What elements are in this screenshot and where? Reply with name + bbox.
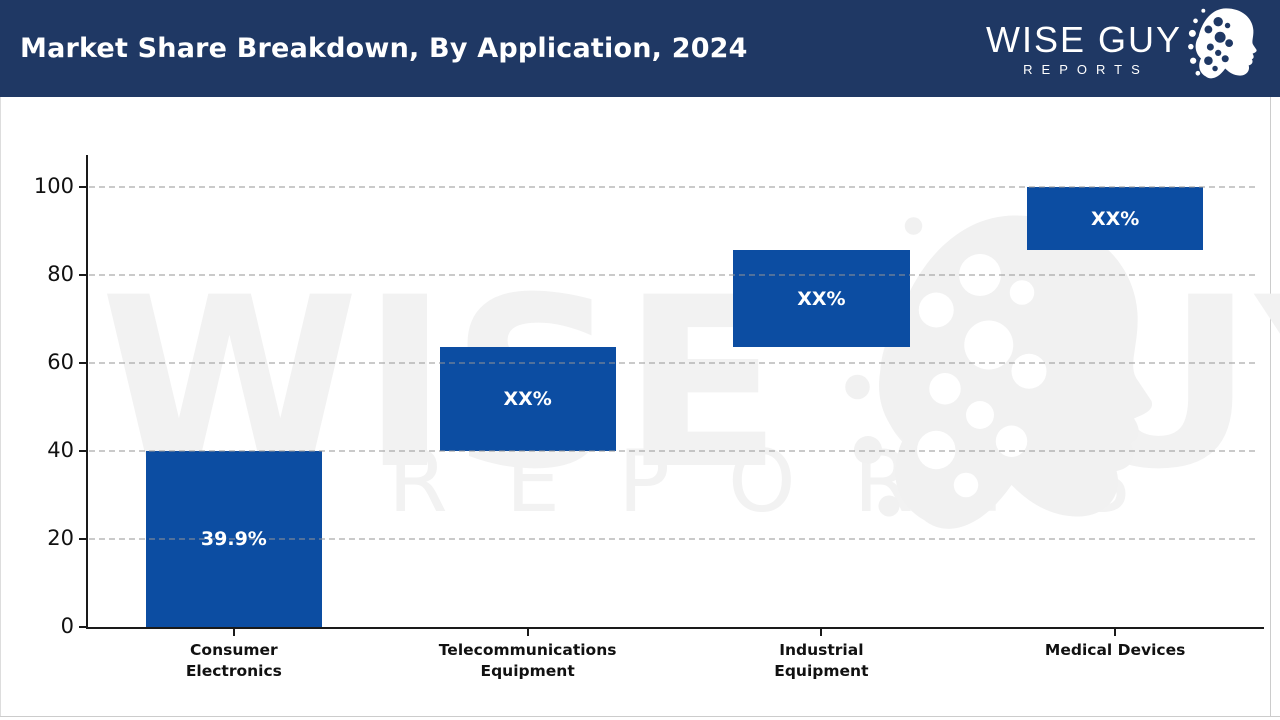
bar: [439, 347, 616, 452]
axis-y: [86, 155, 88, 629]
x-tick: [232, 629, 235, 636]
wiseguy-face-icon: [1188, 7, 1257, 78]
bar: [1027, 187, 1204, 251]
y-tick-label: 40: [47, 438, 74, 462]
y-tick-label: 20: [47, 526, 74, 550]
page-title: Market Share Breakdown, By Application, …: [20, 33, 748, 64]
y-tick: [79, 362, 87, 364]
chart-border-left: [0, 97, 1, 717]
y-tick: [79, 186, 87, 188]
y-tick: [79, 450, 87, 452]
chart-border-right: [1270, 97, 1271, 717]
gridline: [89, 450, 1255, 452]
header-bar: Market Share Breakdown, By Application, …: [0, 0, 1280, 97]
y-tick-label: 0: [60, 614, 74, 638]
bar-value-label: XX%: [797, 287, 846, 310]
chart-border-bottom: [0, 716, 1280, 717]
wiseguy-logo: WISE GUY REPORTS: [986, 6, 1268, 92]
gridline: [89, 538, 1255, 540]
logo-brand-sub: REPORTS: [1023, 61, 1149, 77]
y-tick: [79, 626, 87, 628]
bar-value-label: 39.9%: [200, 528, 267, 551]
bar-value-label: XX%: [503, 388, 552, 411]
axis-x: [86, 627, 1264, 629]
gridline: [89, 274, 1255, 276]
x-tick: [1114, 629, 1117, 636]
bar-value-label: XX%: [1090, 207, 1140, 230]
wiseguy-logo-text: WISE GUY REPORTS: [985, 18, 1182, 77]
y-tick-label: 80: [47, 262, 74, 286]
x-tick-label: Consumer Electronics: [185, 641, 282, 680]
y-tick: [79, 538, 87, 540]
gridline: [89, 362, 1255, 364]
logo-brand-name: WISE GUY: [985, 18, 1182, 60]
y-tick-label: 100: [33, 174, 74, 198]
x-tick-label: Telecommunications Equipment: [438, 641, 617, 680]
bar: [733, 250, 910, 348]
x-tick-label: Industrial Equipment: [774, 641, 869, 680]
y-tick-label: 60: [47, 350, 74, 374]
x-tick: [526, 629, 529, 636]
x-tick: [820, 629, 823, 636]
y-tick: [79, 274, 87, 276]
gridline: [89, 186, 1255, 188]
x-tick-label: Medical Devices: [1044, 641, 1186, 659]
